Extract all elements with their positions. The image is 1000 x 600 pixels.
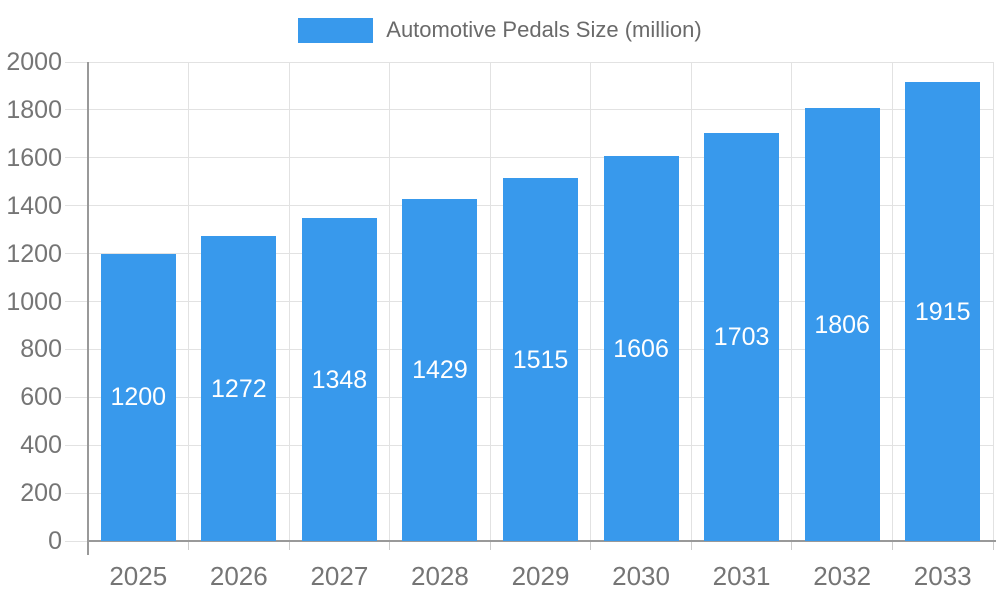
v-gridline [791,62,793,541]
bar-value-label: 1200 [110,383,167,412]
y-axis-tick-label: 1800 [6,95,62,124]
x-axis-line [88,540,996,542]
bar-value-label: 1606 [613,334,669,363]
bar-value-label: 1806 [814,310,870,339]
x-axis-tick [389,542,391,550]
h-gridline [65,157,993,159]
h-gridline [65,61,993,63]
x-axis-tick [188,542,190,550]
x-axis-tick [791,542,793,550]
v-gridline [992,62,994,541]
y-axis-tick-label: 800 [20,335,62,364]
bar-value-label: 1348 [311,365,368,394]
x-axis-tick-label: 2032 [813,561,872,591]
v-gridline [489,62,491,541]
bar-value-label: 1272 [211,374,267,403]
v-gridline [590,62,592,541]
bar[interactable] [100,253,176,541]
x-axis-tick [690,542,692,550]
bar-value-label: 1703 [713,323,770,352]
x-axis-tick [489,542,491,550]
legend-label: Automotive Pedals Size (million) [386,17,702,42]
bar[interactable] [905,82,981,541]
v-gridline [288,62,290,541]
legend[interactable]: Automotive Pedals Size (million) [0,15,1000,45]
v-gridline [690,62,692,541]
x-axis-tick-label: 2028 [411,561,469,591]
x-axis-tick [590,542,592,550]
bar[interactable] [704,133,780,541]
v-gridline [891,62,893,541]
x-axis-tick-label: 2025 [109,561,168,591]
x-axis-tick [992,542,994,550]
x-axis-tick-label: 2030 [612,561,670,591]
x-axis-tick [288,542,290,550]
v-gridline [188,62,190,541]
x-axis-tick-label: 2026 [209,561,268,591]
y-axis-tick-label: 600 [20,383,62,412]
legend-swatch-icon [298,17,374,43]
bar[interactable] [804,108,880,541]
y-axis-tick-label: 1000 [6,287,62,316]
bar[interactable] [503,178,578,541]
x-axis-tick [891,542,893,550]
y-axis-tick-label: 1200 [6,239,62,268]
y-axis-tick-label: 1400 [6,191,62,220]
bar-value-label: 1915 [914,297,971,326]
h-gridline [65,109,993,111]
bar[interactable] [301,218,377,541]
y-axis-tick-label: 400 [20,431,62,460]
bar[interactable] [402,198,478,541]
bar-value-label: 1515 [512,345,569,374]
x-axis-tick-label: 2033 [913,561,972,591]
y-axis-line [87,62,89,555]
x-axis-tick-label: 2031 [712,561,771,591]
x-axis-tick-label: 2027 [310,561,369,591]
y-axis-tick-label: 0 [48,527,62,555]
bar[interactable] [603,156,679,541]
bar[interactable] [201,236,277,541]
bar-value-label: 1429 [412,355,468,384]
y-axis-tick-label: 200 [20,479,62,508]
y-axis-tick-label: 1600 [6,143,62,172]
y-axis-tick-label: 2000 [6,48,62,76]
x-axis-tick-label: 2029 [511,561,570,591]
v-gridline [389,62,391,541]
